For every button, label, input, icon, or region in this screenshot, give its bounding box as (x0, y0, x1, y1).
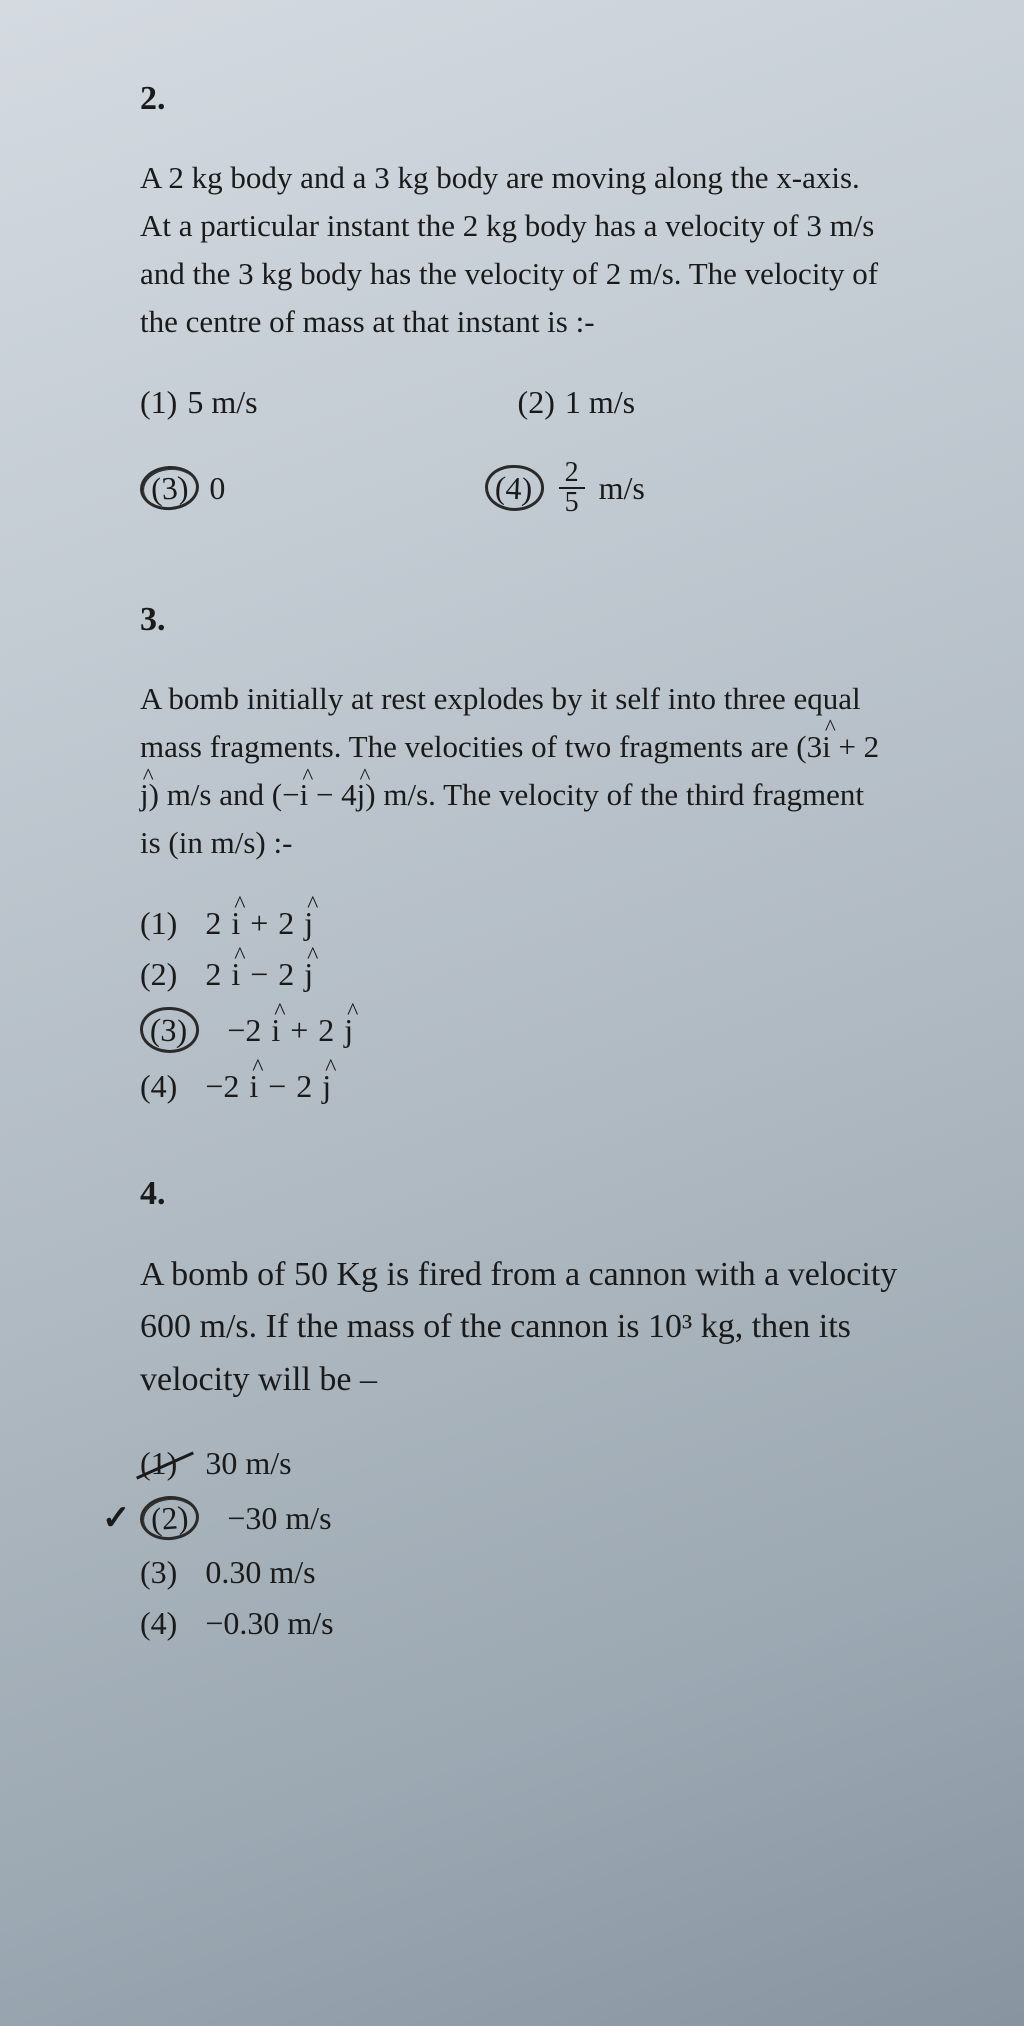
option-text: −0.30 m/s (205, 1605, 333, 1642)
pen-circle-icon: (3) (139, 1006, 201, 1055)
question-stem: A bomb of 50 Kg is fired from a cannon w… (140, 1249, 920, 1407)
coef: −2 (205, 1068, 239, 1105)
question-stem: A bomb initially at rest explodes by it … (140, 675, 880, 867)
option-unit: m/s (599, 470, 645, 507)
question-number: 4. (140, 1175, 934, 1213)
option-label: (4) (140, 1605, 177, 1642)
pen-circle-icon: (4) (484, 463, 546, 512)
option-label: (3) (140, 1554, 177, 1591)
unit-vector-j: j (322, 1068, 331, 1105)
option-label: (2) (140, 956, 177, 993)
tick-mark-icon: ✓ (102, 1498, 131, 1538)
option-3: (3) 0.30 m/s (140, 1554, 934, 1591)
option-3: (3) −2 i + 2j (140, 1007, 934, 1053)
operator: − (250, 956, 268, 993)
option-label: (4) (140, 1068, 177, 1105)
option-row: (1) 5 m/s (2) 1 m/s (140, 384, 934, 435)
unit-vector-i: i (300, 771, 309, 819)
option-label: (1) (140, 1445, 177, 1481)
fraction-num: 2 (559, 459, 585, 489)
option-1: (1) 2i + 2j (140, 905, 934, 942)
operator: + (290, 1012, 308, 1049)
option-4: (4) −0.30 m/s (140, 1605, 934, 1642)
option-text: −30 m/s (227, 1500, 331, 1537)
option-2: (2) 1 m/s (518, 384, 636, 421)
option-2: (2) 2i − 2j (140, 956, 934, 993)
stem-part: − 4 (308, 777, 356, 812)
unit-vector-i: i (249, 1068, 258, 1105)
coef: 2 (205, 956, 221, 993)
option-text: 0.30 m/s (205, 1554, 315, 1591)
option-1: (1) 30 m/s (140, 1445, 934, 1482)
coef: −2 (227, 1012, 261, 1049)
stem-part: ) m/s and (− (149, 777, 300, 812)
operator: + (250, 905, 268, 942)
pen-circle-icon: (3) (139, 464, 201, 512)
option-2: ✓ (2) −30 m/s (140, 1496, 934, 1540)
strike-mark-icon: (1) (140, 1445, 177, 1482)
unit-vector-i: i (822, 723, 831, 771)
question-3: 3. A bomb initially at rest explodes by … (140, 601, 934, 1105)
unit-vector-i: i (271, 1012, 280, 1049)
option-text: 0 (209, 470, 225, 507)
worksheet-page: 2. A 2 kg body and a 3 kg body are movin… (0, 0, 1024, 2026)
option-label: (1) (140, 905, 177, 942)
coef: 2 (278, 956, 294, 993)
unit-vector-j: j (357, 771, 366, 819)
option-1: (1) 5 m/s (140, 384, 258, 421)
question-number: 2. (140, 80, 934, 118)
option-3: (3) 0 (140, 466, 225, 510)
option-text: 1 m/s (565, 384, 635, 421)
option-label: (1) (140, 384, 177, 421)
unit-vector-i: i (231, 905, 240, 942)
pen-circle-icon: (2) (139, 1494, 201, 1542)
unit-vector-j: j (304, 905, 313, 942)
coef: 2 (296, 1068, 312, 1105)
option-4: (4) 2 5 m/s (485, 459, 645, 517)
question-stem: A 2 kg body and a 3 kg body are moving a… (140, 154, 880, 346)
option-text: 30 m/s (205, 1445, 291, 1482)
stem-part: + 2 (831, 729, 879, 764)
coef: 2 (205, 905, 221, 942)
stem-part: A bomb initially at rest explodes by it … (140, 681, 861, 764)
question-2: 2. A 2 kg body and a 3 kg body are movin… (140, 80, 934, 531)
coef: 2 (278, 905, 294, 942)
question-number: 3. (140, 601, 934, 639)
option-label: (2) (518, 384, 555, 421)
unit-vector-j: j (140, 771, 149, 819)
fraction: 2 5 (559, 459, 585, 517)
question-4: 4. A bomb of 50 Kg is fired from a canno… (140, 1175, 934, 1642)
unit-vector-i: i (231, 956, 240, 993)
operator: − (268, 1068, 286, 1105)
fraction-den: 5 (559, 489, 585, 517)
unit-vector-j: j (344, 1012, 353, 1049)
coef: 2 (318, 1012, 334, 1049)
option-text: 5 m/s (187, 384, 257, 421)
option-row: (3) 0 (4) 2 5 m/s (140, 459, 934, 531)
unit-vector-j: j (304, 956, 313, 993)
option-4: (4) −2 i − 2j (140, 1068, 934, 1105)
